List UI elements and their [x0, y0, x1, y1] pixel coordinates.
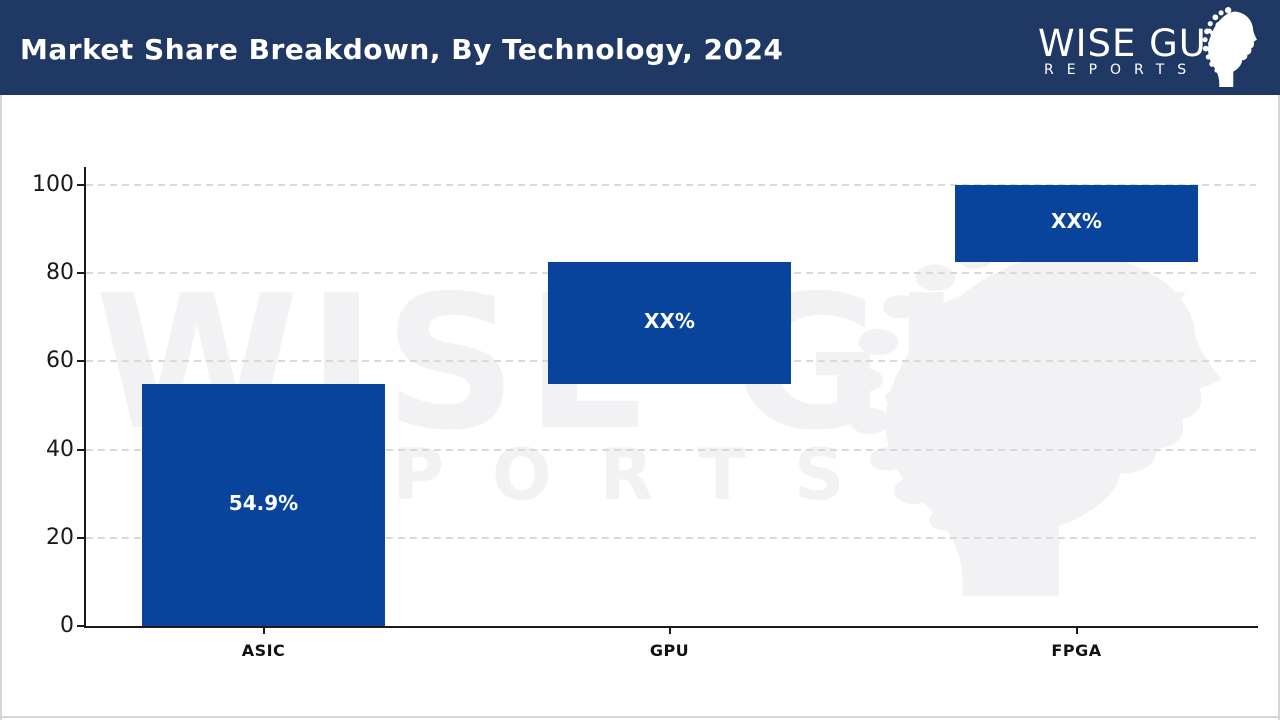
x-tick-mark: [262, 627, 265, 634]
y-tick-mark: [77, 536, 86, 539]
x-category-label: FPGA: [1051, 641, 1102, 660]
x-category-label: ASIC: [241, 641, 286, 660]
header-bar: Market Share Breakdown, By Technology, 2…: [0, 0, 1280, 95]
bar-label: 54.9%: [228, 490, 299, 515]
bar-gpu: [548, 261, 791, 384]
y-tick-label: 80: [46, 260, 74, 286]
bar-label: XX%: [1051, 209, 1102, 234]
x-category-label: GPU: [649, 641, 690, 660]
y-tick-label: 0: [60, 613, 74, 638]
x-tick-mark: [1075, 627, 1078, 634]
x-axis-line: [84, 626, 1258, 628]
gridline-20: [86, 536, 1256, 539]
gridline-40: [86, 448, 1256, 451]
y-tick-mark: [77, 184, 86, 186]
chart-title: Market Share Breakdown, By Technology, 2…: [20, 33, 784, 66]
y-axis-line: [84, 167, 86, 628]
y-tick-mark: [77, 625, 86, 627]
y-tick-mark: [77, 360, 86, 363]
y-tick-label: 20: [46, 524, 74, 550]
frame-border-left: [0, 95, 2, 720]
y-tick-label: 60: [46, 348, 74, 374]
bar-asic: [142, 383, 385, 626]
y-tick-mark: [77, 448, 86, 451]
frame-border-bottom: [0, 716, 1280, 718]
bar-label: XX%: [644, 308, 695, 333]
y-tick-mark: [77, 272, 86, 275]
logo-text: WISE GUY: [1038, 22, 1231, 65]
y-tick-label: 40: [46, 436, 74, 462]
x-tick-mark: [668, 627, 671, 634]
bar-fpga: [955, 185, 1198, 262]
frame-border-right: [1278, 95, 1280, 720]
logo-subtext: REPORTS: [1044, 62, 1200, 78]
gridline-100: [86, 184, 1256, 186]
y-tick-label: 100: [32, 172, 74, 197]
